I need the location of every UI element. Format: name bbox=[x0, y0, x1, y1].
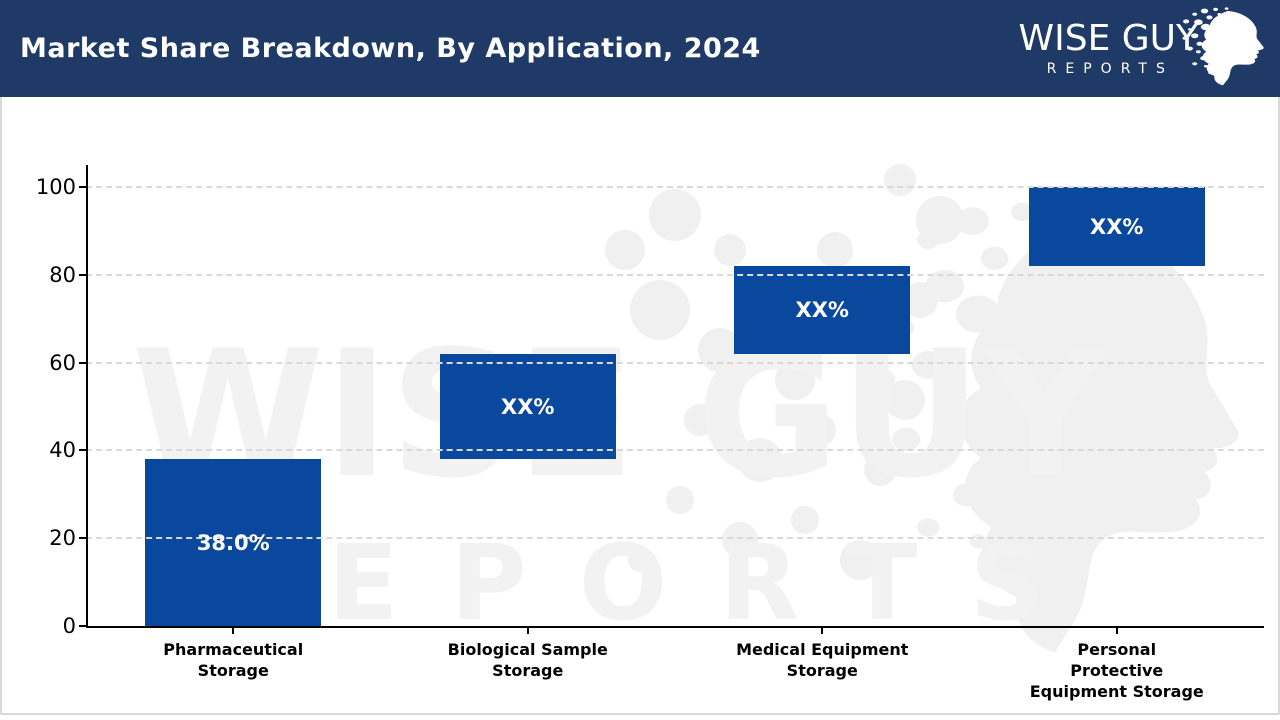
gridline-40 bbox=[86, 449, 1264, 452]
x-axis bbox=[86, 626, 1264, 628]
x-category-label: Medical Equipment Storage bbox=[736, 640, 909, 680]
bar-value-label: XX% bbox=[501, 394, 555, 419]
gridline-20 bbox=[86, 537, 1264, 540]
logo-subtitle: REPORTS bbox=[1046, 61, 1174, 77]
y-axis-tick bbox=[79, 625, 86, 627]
page-title: Market Share Breakdown, By Application, … bbox=[20, 33, 761, 64]
y-axis-tick bbox=[79, 537, 86, 540]
logo-text: WISE GUY REPORTS bbox=[1019, 20, 1199, 78]
bar-value-label: 38.0% bbox=[196, 530, 270, 555]
x-axis-tick bbox=[1115, 627, 1118, 634]
x-category-label: Pharmaceutical Storage bbox=[163, 640, 304, 680]
gridline-80 bbox=[86, 273, 1264, 276]
bar-value-label: XX% bbox=[1090, 214, 1144, 239]
watermark-text-line2: REPORTS bbox=[195, 522, 1097, 644]
bar-segment bbox=[439, 353, 616, 460]
x-axis-tick bbox=[526, 627, 529, 634]
header: Market Share Breakdown, By Application, … bbox=[0, 0, 1280, 97]
wiseguy-logo: WISE GUY REPORTS bbox=[1019, 6, 1273, 92]
y-tick-label: 40 bbox=[49, 438, 76, 463]
x-category-label: Biological Sample Storage bbox=[447, 640, 608, 680]
y-tick-label: 80 bbox=[49, 262, 76, 287]
y-axis-tick bbox=[79, 449, 86, 452]
y-axis-tick bbox=[79, 186, 86, 188]
gridline-100 bbox=[86, 186, 1264, 188]
y-tick-label: 0 bbox=[62, 614, 76, 638]
y-tick-label: 20 bbox=[49, 526, 76, 551]
x-category-label: Personal Protective Equipment Storage bbox=[1029, 640, 1204, 701]
y-axis-tick bbox=[79, 273, 86, 276]
y-axis bbox=[86, 165, 88, 628]
x-axis-tick bbox=[232, 627, 235, 634]
y-tick-label: 60 bbox=[49, 350, 76, 375]
gridline-60 bbox=[86, 361, 1264, 364]
x-axis-tick bbox=[821, 627, 824, 634]
bar-value-label: XX% bbox=[795, 297, 849, 322]
bar-segment bbox=[145, 459, 322, 626]
y-axis-tick bbox=[79, 361, 86, 364]
logo-wordmark: WISE GUY bbox=[1018, 18, 1199, 59]
bar-segment bbox=[734, 266, 911, 354]
y-tick-label: 100 bbox=[35, 175, 76, 199]
bar-segment bbox=[1028, 187, 1205, 267]
